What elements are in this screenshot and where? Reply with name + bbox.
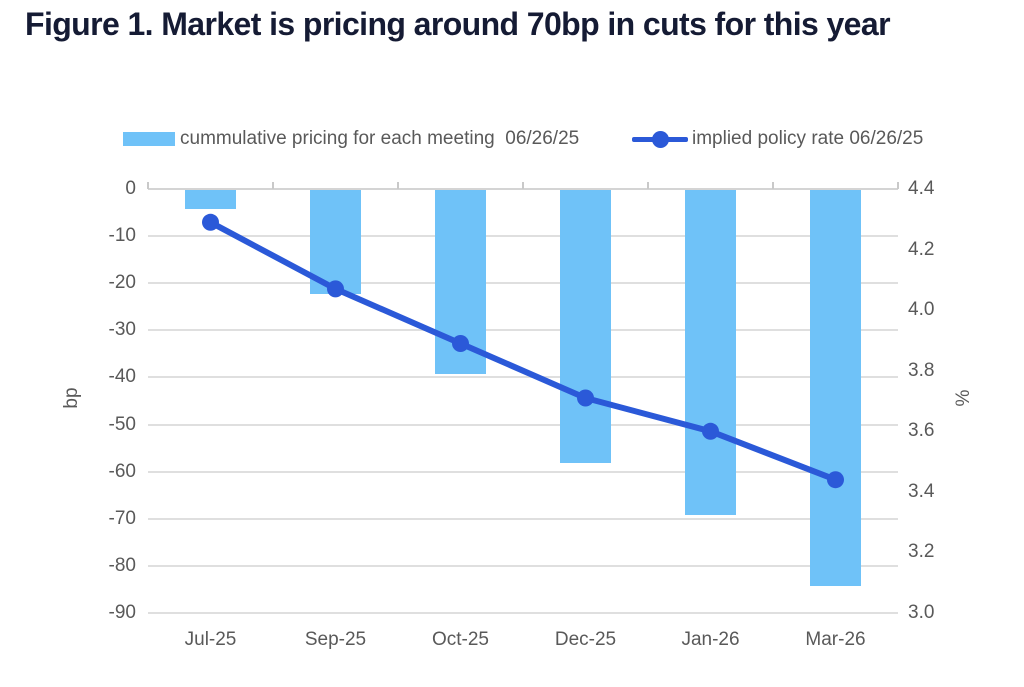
right-axis-tick-label: 3.0: [908, 602, 935, 623]
axis-tick: [647, 182, 649, 189]
left-axis-tick-label: -10: [108, 225, 136, 247]
axis-tick: [897, 182, 899, 189]
pricing-bar: [685, 190, 736, 516]
gridline: [148, 282, 898, 285]
axis-tick: [522, 182, 524, 189]
x-axis-label: Oct-25: [431, 629, 490, 650]
x-axis-label: Sep-25: [304, 629, 367, 650]
right-axis-tick-label: 3.4: [908, 480, 935, 502]
implied-rate-marker: [827, 471, 844, 489]
left-axis-tick-label: -70: [108, 507, 136, 529]
pricing-bar: [560, 190, 611, 464]
line-series-legend-label: implied policy rate 06/26/25: [692, 128, 924, 149]
axis-tick: [772, 182, 774, 189]
x-axis-label: Mar-26: [805, 629, 866, 650]
right-axis-tick-label: 4.2: [908, 238, 935, 260]
right-axis-tick-label: 3.8: [908, 359, 935, 381]
implied-rate-marker: [452, 335, 469, 352]
implied-rate-line-plot: [202, 213, 844, 489]
right-axis-tick-label: 3.6: [908, 420, 935, 442]
axis-tick: [397, 182, 399, 189]
bar-series-legend-swatch: [123, 132, 175, 146]
right-axis-title: %: [953, 389, 974, 407]
left-axis-tick-label: -50: [108, 413, 136, 435]
left-axis-tick-label: -80: [108, 554, 136, 576]
left-axis-title: bp: [61, 387, 82, 409]
gridline: [148, 423, 898, 426]
pricing-bar: [185, 190, 236, 209]
bar-series-legend-label: cummulative pricing for each meeting 06/…: [180, 128, 580, 149]
implied-rate-line: [207, 219, 839, 483]
gridline: [148, 235, 898, 238]
right-axis-tick-label: 4.4: [908, 178, 935, 199]
left-axis-tick-label: -40: [108, 366, 136, 388]
x-axis-line: [148, 188, 898, 190]
line-series-legend-marker-icon: [652, 131, 669, 148]
left-axis-tick-label: -30: [108, 319, 136, 341]
implied-rate-marker: [327, 280, 344, 298]
right-axis-tick-label: 3.2: [908, 541, 935, 563]
left-axis-tick-label: 0: [125, 178, 136, 199]
implied-rate-marker: [577, 389, 594, 407]
gridline: [148, 564, 898, 567]
gridline: [148, 470, 898, 473]
x-axis-label: Dec-25: [554, 629, 617, 650]
chart-title: Figure 1. Market is pricing around 70bp …: [25, 6, 891, 42]
implied-rate-marker: [202, 213, 219, 231]
pricing-bar: [310, 190, 361, 294]
gridline: [148, 376, 898, 379]
axis-tick: [272, 182, 274, 189]
pricing-bar: [810, 190, 861, 586]
left-axis-tick-label: -60: [108, 460, 136, 482]
left-axis-tick-label: -20: [108, 272, 136, 294]
implied-rate-marker: [702, 422, 719, 440]
gridline: [148, 517, 898, 520]
x-axis-label: Jul-25: [184, 629, 237, 650]
gridline: [148, 329, 898, 332]
x-axis-label: Jan-26: [681, 629, 740, 650]
gridline: [148, 612, 898, 614]
left-axis-tick-label: -90: [108, 602, 136, 623]
right-axis-tick-label: 4.0: [908, 299, 935, 321]
axis-tick: [147, 182, 149, 189]
